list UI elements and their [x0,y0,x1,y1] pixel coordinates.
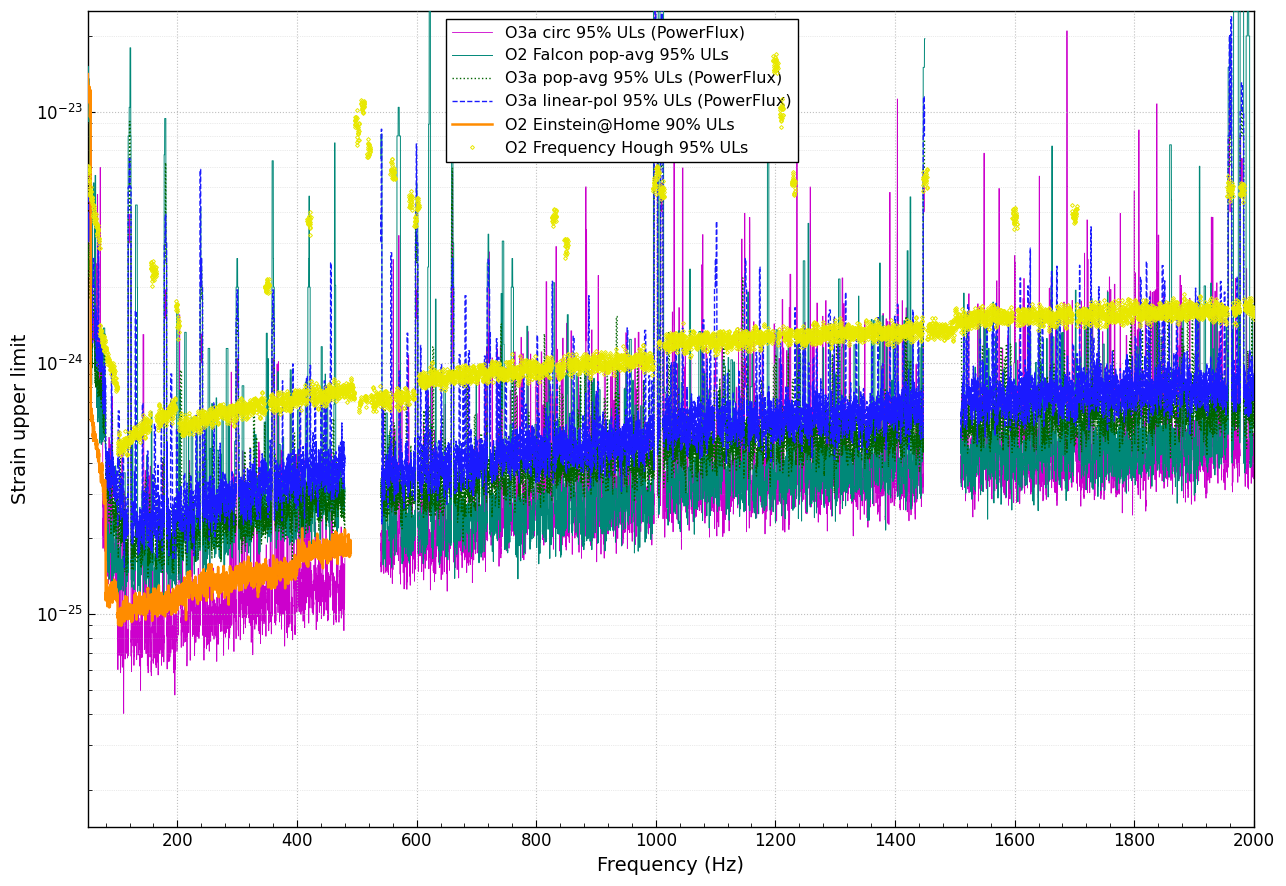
O2 Frequency Hough 95% ULs [113,450,129,461]
O3a linear-pol 95% ULs (PowerFlux) [631,445,647,455]
O3a pop-avg 95% ULs (PowerFlux) [631,472,647,483]
O2 Frequency Hough 95% ULs [946,315,962,326]
O2 Frequency Hough 95% ULs [1246,305,1262,315]
Line: O3a circ 95% ULs (PowerFlux): O3a circ 95% ULs (PowerFlux) [87,0,1254,713]
O2 Falcon pop-avg 95% ULs [80,89,95,99]
O3a circ 95% ULs (PowerFlux) [916,478,931,488]
O3a circ 95% ULs (PowerFlux) [631,475,647,486]
O2 Frequency Hough 95% ULs [810,325,826,336]
O3a pop-avg 95% ULs (PowerFlux) [916,431,931,441]
X-axis label: Frequency (Hz): Frequency (Hz) [597,856,745,874]
Line: O3a pop-avg 95% ULs (PowerFlux): O3a pop-avg 95% ULs (PowerFlux) [87,63,1254,577]
Legend: O3a circ 95% ULs (PowerFlux), O2 Falcon pop-avg 95% ULs, O3a pop-avg 95% ULs (Po: O3a circ 95% ULs (PowerFlux), O2 Falcon … [445,19,797,162]
O3a linear-pol 95% ULs (PowerFlux) [1246,381,1262,392]
O2 Falcon pop-avg 95% ULs [1246,299,1262,310]
O2 Frequency Hough 95% ULs [459,375,475,385]
O3a linear-pol 95% ULs (PowerFlux) [80,214,95,224]
O3a pop-avg 95% ULs (PowerFlux) [828,448,844,459]
O2 Frequency Hough 95% ULs [80,162,95,173]
O3a pop-avg 95% ULs (PowerFlux) [80,258,95,268]
O2 Frequency Hough 95% ULs [601,361,616,372]
O2 Falcon pop-avg 95% ULs [1170,470,1186,480]
Y-axis label: Strain upper limit: Strain upper limit [12,334,30,504]
O2 Falcon pop-avg 95% ULs [828,466,844,477]
O3a circ 95% ULs (PowerFlux) [828,500,844,510]
O2 Frequency Hough 95% ULs [768,49,783,59]
O3a linear-pol 95% ULs (PowerFlux) [916,430,931,440]
Line: O3a linear-pol 95% ULs (PowerFlux): O3a linear-pol 95% ULs (PowerFlux) [87,0,1254,568]
O3a linear-pol 95% ULs (PowerFlux) [828,409,844,420]
O3a pop-avg 95% ULs (PowerFlux) [786,374,801,385]
O3a pop-avg 95% ULs (PowerFlux) [1170,407,1186,417]
O2 Falcon pop-avg 95% ULs [786,482,801,493]
O2 Falcon pop-avg 95% ULs [916,340,931,351]
O3a linear-pol 95% ULs (PowerFlux) [786,422,801,432]
O3a circ 95% ULs (PowerFlux) [80,8,95,19]
O3a linear-pol 95% ULs (PowerFlux) [1170,381,1186,392]
O2 Frequency Hough 95% ULs [1001,308,1016,319]
O2 Frequency Hough 95% ULs [523,369,539,379]
O3a circ 95% ULs (PowerFlux) [1170,447,1186,457]
O2 Einstein@Home 90% ULs [80,70,95,81]
O2 Falcon pop-avg 95% ULs [631,475,647,486]
O3a pop-avg 95% ULs (PowerFlux) [1246,391,1262,401]
O3a circ 95% ULs (PowerFlux) [786,465,801,476]
O3a circ 95% ULs (PowerFlux) [1246,451,1262,462]
Line: O2 Frequency Hough 95% ULs: O2 Frequency Hough 95% ULs [86,53,1255,456]
Line: O2 Einstein@Home 90% ULs: O2 Einstein@Home 90% ULs [87,74,351,626]
Line: O2 Falcon pop-avg 95% ULs: O2 Falcon pop-avg 95% ULs [87,0,1254,607]
